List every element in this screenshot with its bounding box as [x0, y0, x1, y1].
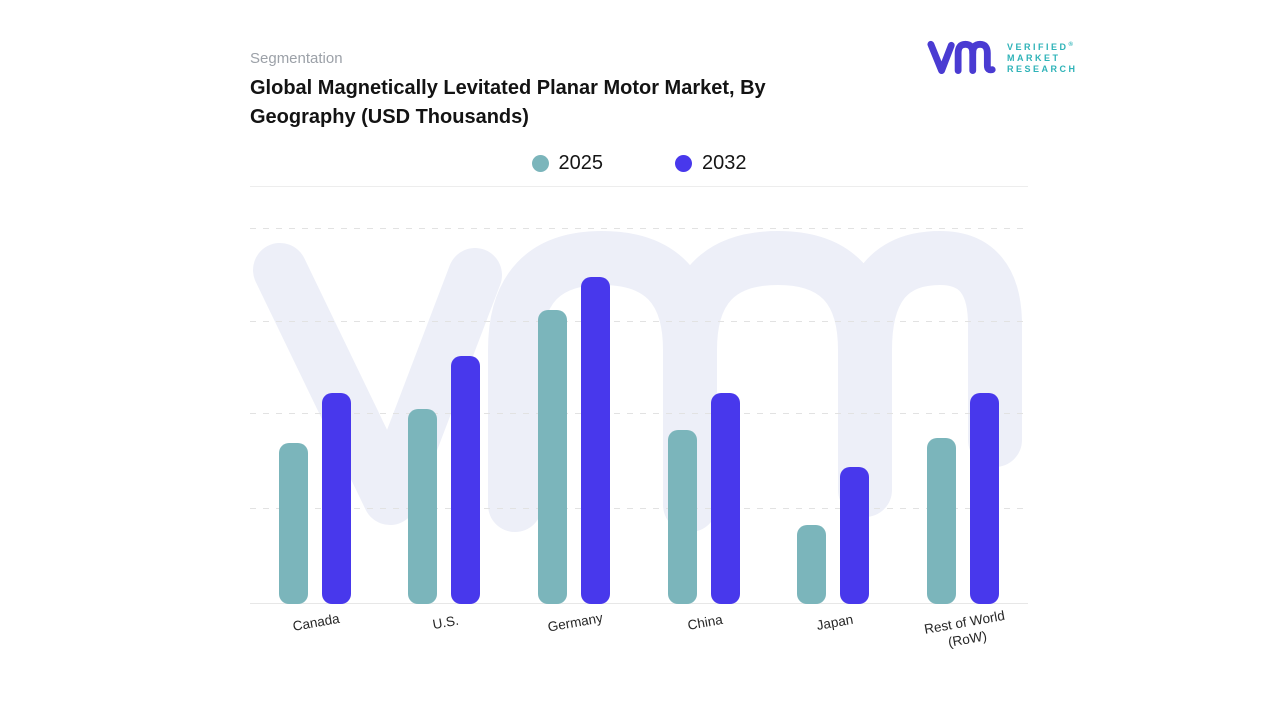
bar-2025-japan: [797, 525, 827, 604]
bar-2025-germany: [538, 310, 568, 604]
brand-line-market: MARKET: [1007, 52, 1061, 63]
vmr-monogram-icon: [927, 40, 996, 75]
brand-logo: VERIFIED® MARKET RESEARCH: [926, 36, 1078, 78]
gridline-4: [250, 508, 1028, 509]
legend-item-2032: 2032: [675, 152, 747, 175]
x-axis-label-rest-of-world-row: Rest of World (RoW): [923, 607, 1007, 650]
brand-logo-text: VERIFIED® MARKET RESEARCH: [1007, 40, 1078, 75]
bar-2032-canada: [321, 393, 351, 604]
vmr-watermark-icon: [253, 231, 1022, 532]
chart-title-line1: Global Magnetically Levitated Planar Mot…: [250, 77, 766, 99]
x-axis-label-cell-u-s: U.S.: [380, 612, 510, 648]
x-axis-label-canada: Canada: [291, 610, 341, 634]
legend-item-2025: 2025: [531, 151, 604, 175]
bar-group-canada: [278, 393, 351, 604]
legend-separator-line: [250, 186, 1028, 187]
chart-title-line2: Geography (USD Thousands): [250, 106, 529, 128]
brand-line-research: RESEARCH: [1007, 63, 1078, 74]
x-axis-label-china: China: [686, 611, 724, 633]
x-axis-label-u-s: U.S.: [431, 612, 461, 633]
chart-title: Global Magnetically Levitated Planar Mot…: [250, 74, 850, 132]
registered-mark: ®: [1068, 41, 1076, 48]
bar-group-china: [667, 393, 740, 604]
bar-group-japan: [797, 467, 870, 604]
bar-2025-u-s: [408, 409, 438, 604]
legend-label-2025: 2025: [558, 151, 604, 174]
bar-2032-u-s: [451, 356, 481, 604]
bar-group-u-s: [408, 356, 481, 604]
x-axis-label-cell-rest-of-world-row: Rest of World (RoW): [898, 608, 1028, 650]
brand-line-verified: VERIFIED®: [1007, 41, 1076, 52]
legend-dot-2025-icon: [531, 154, 549, 172]
legend-label-2032: 2032: [702, 151, 747, 174]
bar-2032-japan: [840, 467, 870, 604]
bar-2025-rest-of-world-row: [927, 438, 957, 604]
bar-2032-germany: [581, 277, 611, 604]
eyebrow-segmentation: Segmentation: [250, 50, 343, 67]
x-axis-label-cell-canada: Canada: [250, 611, 380, 648]
gridline-2: [250, 321, 1028, 322]
x-axis-label-cell-china: China: [639, 611, 769, 648]
bar-group-rest-of-world-row: [927, 393, 1000, 604]
plot-area: [250, 190, 1028, 604]
bar-group-germany: [538, 277, 611, 604]
gridline-1: [250, 228, 1028, 229]
chart-area: [250, 190, 1028, 604]
x-axis-label-cell-germany: Germany: [509, 610, 639, 648]
x-axis-label-germany: Germany: [547, 610, 605, 635]
bar-2032-rest-of-world-row: [970, 393, 1000, 604]
x-axis-label-japan: Japan: [815, 611, 855, 633]
legend: 2025 2032: [250, 147, 1028, 179]
x-axis-label-cell-japan: Japan: [769, 611, 899, 648]
x-axis-labels: Canada U.S. Germany China Japan Rest of World…: [250, 608, 1028, 650]
bar-2025-china: [667, 430, 697, 604]
legend-dot-2032-icon: [675, 154, 692, 172]
gridline-3: [250, 413, 1028, 414]
bar-2025-canada: [278, 443, 308, 604]
bar-2032-china: [710, 393, 740, 604]
